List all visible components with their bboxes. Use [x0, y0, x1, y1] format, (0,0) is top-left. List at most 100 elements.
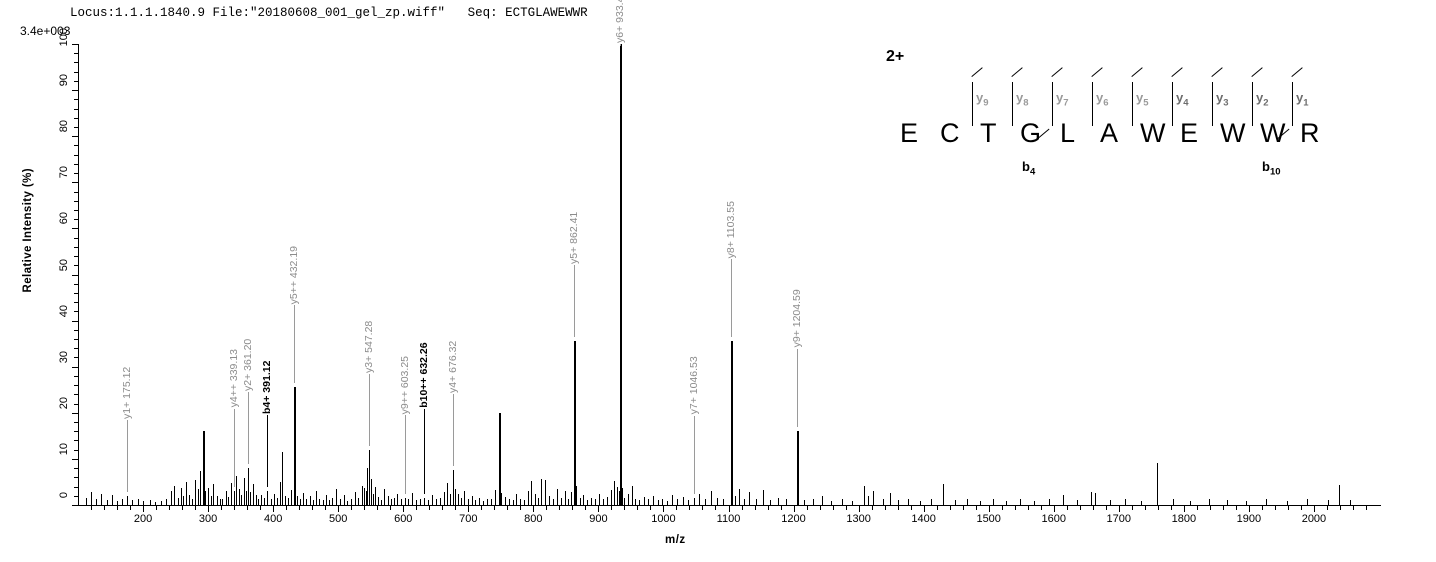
spectrum-peak [424, 497, 426, 505]
y-tick-minor [74, 477, 78, 479]
y-tick-minor [74, 495, 78, 497]
x-axis-line [78, 505, 1381, 506]
spectrum-peak [755, 498, 757, 505]
cleavage-bar-y5 [1132, 82, 1133, 126]
cleavage-tick-y4 [1171, 67, 1183, 77]
spectrum-peak [475, 500, 477, 505]
x-tick-minor [689, 506, 691, 510]
y-tick-minor [74, 117, 78, 119]
spectrum-peak [416, 500, 418, 505]
x-tick-minor [156, 506, 158, 510]
spectrum-peak [1140, 500, 1142, 505]
spectrum-peak [171, 491, 173, 505]
x-tick-minor [1105, 506, 1107, 510]
annotation-label: y4++ 339.13 [227, 349, 240, 408]
x-tick-minor [1092, 506, 1094, 510]
spectrum-peak [191, 498, 193, 505]
spectrum-peak [361, 485, 363, 505]
x-tick [858, 506, 860, 512]
x-tick-minor [1040, 506, 1042, 510]
x-tick-minor [234, 506, 236, 510]
spectrum-peak [552, 499, 554, 505]
spectrum-peak [639, 500, 641, 505]
spectrum-peak [583, 494, 585, 505]
y-tick-minor [74, 302, 78, 304]
x-tick-minor [611, 506, 613, 510]
spectrum-peak [591, 497, 593, 505]
base-peak-intensity-label: 3.4e+003 [20, 24, 71, 38]
spectrum-peak [188, 494, 190, 505]
annotation-label: y8+ 1103.55 [724, 200, 737, 258]
spectrum-peak [351, 498, 353, 505]
x-tick-minor [546, 506, 548, 510]
spectrum-peak [943, 483, 945, 505]
annotation-leader-line [368, 373, 370, 446]
spectrum-peak [431, 494, 433, 505]
x-tick [598, 506, 600, 512]
y-tick-minor [74, 62, 78, 64]
spectrum-peak [671, 494, 673, 505]
cleavage-bar-y3 [1212, 82, 1213, 126]
x-tick-minor [754, 506, 756, 510]
spectrum-peak [1048, 499, 1050, 505]
x-axis-title: m/z [665, 534, 686, 546]
spectrum-peak [723, 499, 725, 505]
x-tick-minor [1352, 506, 1354, 510]
annotation-leader-line [294, 305, 296, 384]
annotation-leader-line [452, 394, 454, 467]
x-tick-minor [442, 506, 444, 510]
spectrum-peak [270, 499, 272, 505]
spectrum-peak [560, 497, 562, 505]
spectrum-peak [230, 482, 232, 505]
x-tick-label: 1700 [1106, 513, 1132, 525]
x-tick-minor [1066, 506, 1068, 510]
spectrum-peak [512, 500, 514, 505]
y-tick-label: 50 [58, 258, 70, 271]
x-tick-minor [494, 506, 496, 510]
spectrum-peak [233, 491, 235, 505]
x-tick-minor [1300, 506, 1302, 510]
annotation-label: b4+ 391.12 [261, 360, 274, 415]
ion-label-y5: y5 [1136, 90, 1149, 109]
y-tick [72, 274, 78, 276]
x-tick [728, 506, 730, 512]
x-tick [338, 506, 340, 512]
spectrum-peak [744, 499, 746, 505]
x-tick-minor [1365, 506, 1367, 510]
spectrum-peak [222, 499, 224, 505]
spectrum-peak [1286, 501, 1288, 505]
spectrum-peak [197, 489, 199, 505]
spectrum-peak [319, 498, 321, 505]
y-tick-minor [74, 468, 78, 470]
spectrum-peak [111, 494, 113, 505]
spectrum-peak [777, 497, 779, 505]
spectrum-peak [255, 494, 257, 505]
spectrum-peak [508, 499, 510, 505]
annotation-leader-line [233, 408, 235, 488]
x-tick [143, 506, 145, 512]
spectrum-peak [471, 495, 473, 505]
spectrum-peak [666, 500, 668, 505]
spectrum-peak [762, 490, 764, 505]
x-tick [1053, 506, 1055, 512]
spectrum-peak [595, 499, 597, 505]
spectrum-peak [367, 468, 369, 505]
x-tick-minor [364, 506, 366, 510]
spectrum-peak [372, 493, 374, 505]
y-tick-label: 70 [58, 166, 70, 179]
x-tick [533, 506, 535, 512]
spectrum-peak [336, 489, 338, 505]
residue-e-1: E [900, 118, 919, 148]
y-tick-label: 80 [58, 120, 70, 133]
x-tick-minor [299, 506, 301, 510]
annotation-label: y9++ 603.25 [399, 355, 412, 415]
spectrum-peak [1208, 498, 1210, 505]
spectrum-peak [1094, 493, 1096, 505]
cleavage-tick-y7 [1051, 67, 1063, 77]
residue-a-6: A [1100, 118, 1119, 148]
cleavage-tick-y3 [1211, 67, 1223, 77]
spectrum-peak [705, 499, 707, 505]
spectrum-peak [264, 497, 266, 505]
spectrum-peak [966, 498, 968, 505]
cleavage-bar-y7 [1052, 82, 1053, 126]
